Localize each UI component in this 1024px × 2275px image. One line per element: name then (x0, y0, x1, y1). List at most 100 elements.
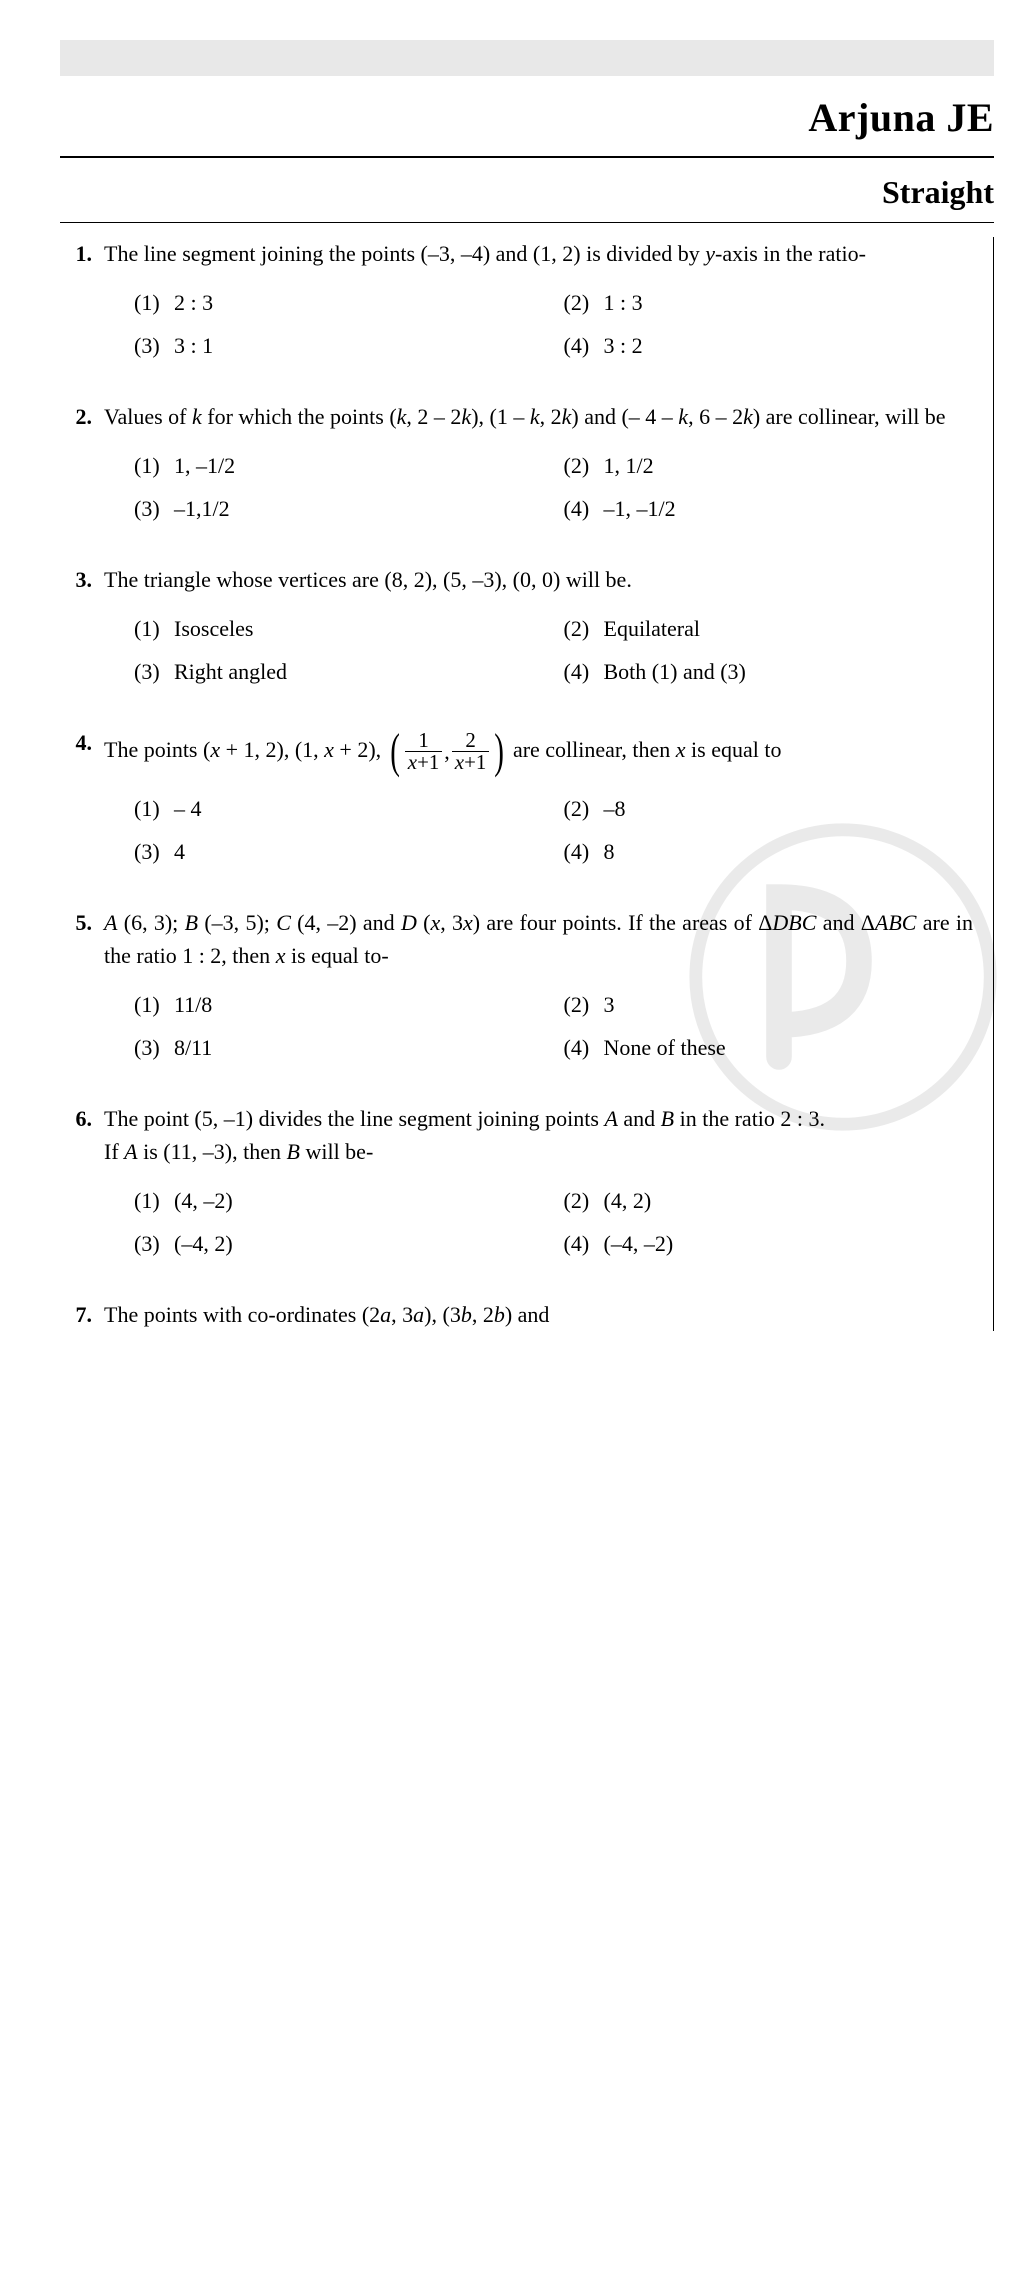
option-label: (1) (134, 612, 174, 645)
options-grid: (1)11/8 (2)3 (3)8/11 (4)None of these (104, 988, 973, 1064)
question-number: 6. (60, 1102, 104, 1260)
option-4: (4)–1, –1/2 (564, 492, 974, 525)
option-text: –1, –1/2 (604, 492, 676, 525)
option-label: (2) (564, 792, 604, 825)
t: ) are collinear, will be (753, 404, 946, 429)
divider-mid (60, 222, 994, 223)
option-label: (2) (564, 1184, 604, 1217)
option-label: (1) (134, 988, 174, 1021)
option-3: (3)8/11 (134, 1031, 544, 1064)
option-label: (4) (564, 1227, 604, 1260)
option-2: (2)Equilateral (564, 612, 974, 645)
option-text: –1,1/2 (174, 492, 230, 525)
stem-line-2: If A is (11, –3), then B will be- (104, 1135, 973, 1168)
option-label: (3) (134, 1031, 174, 1064)
var: k (397, 404, 407, 429)
option-3: (3)4 (134, 835, 544, 868)
question-body: The points (x + 1, 2), (1, x + 2), (1x+1… (104, 726, 973, 868)
option-4: (4)3 : 2 (564, 329, 974, 362)
question-number: 7. (60, 1298, 104, 1331)
questions-column: 1. The line segment joining the points (… (60, 237, 994, 1331)
numerator: 1 (405, 730, 443, 753)
question-1: 1. The line segment joining the points (… (60, 237, 973, 362)
text: The line segment joining the points (–3,… (104, 241, 705, 266)
option-text: 3 : 2 (604, 329, 643, 362)
var-x: x (210, 737, 220, 762)
var-y: y (705, 241, 715, 266)
divider-thick (60, 156, 994, 158)
question-stem: The line segment joining the points (–3,… (104, 237, 973, 270)
t: ) and (– 4 – (571, 404, 678, 429)
question-number: 1. (60, 237, 104, 362)
question-body: The line segment joining the points (–3,… (104, 237, 973, 362)
question-body: Values of k for which the points (k, 2 –… (104, 400, 973, 525)
option-3: (3)–1,1/2 (134, 492, 544, 525)
question-body: A (6, 3); B (–3, 5); C (4, –2) and D (x,… (104, 906, 973, 1064)
option-2: (2)3 (564, 988, 974, 1021)
question-stem: A (6, 3); B (–3, 5); C (4, –2) and D (x,… (104, 906, 973, 972)
option-text: 8 (604, 835, 615, 868)
options-grid: (1)2 : 3 (2)1 : 3 (3)3 : 1 (4)3 : 2 (104, 286, 973, 362)
option-text: 4 (174, 835, 185, 868)
t: + 1, 2), (1, (220, 737, 324, 762)
comma: , (444, 728, 450, 776)
var-x: x (324, 737, 334, 762)
option-text: None of these (604, 1031, 726, 1064)
t: is equal to (686, 737, 782, 762)
header-grey-bar (60, 40, 994, 76)
option-2: (2)–8 (564, 792, 974, 825)
denominator: x+1 (452, 752, 490, 774)
option-2: (2)1 : 3 (564, 286, 974, 319)
question-number: 5. (60, 906, 104, 1064)
option-label: (2) (564, 988, 604, 1021)
option-label: (3) (134, 1227, 174, 1260)
question-body: The triangle whose vertices are (8, 2), … (104, 563, 973, 688)
option-label: (3) (134, 655, 174, 688)
chapter-title: Straight (60, 168, 994, 216)
var-x: x (676, 737, 686, 762)
option-text: 3 : 1 (174, 329, 213, 362)
option-label: (2) (564, 286, 604, 319)
option-text: –8 (604, 792, 626, 825)
option-label: (2) (564, 612, 604, 645)
t: , 2 – 2 (406, 404, 461, 429)
denominator: x+1 (405, 752, 443, 774)
text: -axis in the ratio- (715, 241, 866, 266)
option-label: (4) (564, 835, 604, 868)
fraction-ordered-pair: (1x+1,2x+1) (387, 728, 508, 776)
page: Arjuna JE Straight 1. The line segment j… (0, 0, 1024, 1361)
question-stem: The points with co-ordinates (2a, 3a), (… (104, 1298, 973, 1331)
t: for which the points ( (202, 404, 397, 429)
numerator: 2 (452, 730, 490, 753)
option-text: 1 : 3 (604, 286, 643, 319)
option-text: (4, 2) (604, 1184, 652, 1217)
question-body: The points with co-ordinates (2a, 3a), (… (104, 1298, 973, 1331)
options-grid: (1)(4, –2) (2)(4, 2) (3)(–4, 2) (4)(–4, … (104, 1184, 973, 1260)
question-5: 5. A (6, 3); B (–3, 5); C (4, –2) and D … (60, 906, 973, 1064)
option-text: 11/8 (174, 988, 212, 1021)
t: are collinear, then (507, 737, 675, 762)
paren-right: ) (495, 733, 505, 772)
question-body: The point (5, –1) divides the line segme… (104, 1102, 973, 1260)
option-text: (4, –2) (174, 1184, 233, 1217)
t: + 2), (334, 737, 387, 762)
option-label: (2) (564, 449, 604, 482)
stem-line-1: The point (5, –1) divides the line segme… (104, 1102, 973, 1135)
option-text: 1, 1/2 (604, 449, 654, 482)
option-4: (4)(–4, –2) (564, 1227, 974, 1260)
option-3: (3)(–4, 2) (134, 1227, 544, 1260)
option-1: (1)1, –1/2 (134, 449, 544, 482)
question-stem: Values of k for which the points (k, 2 –… (104, 400, 973, 433)
option-label: (3) (134, 329, 174, 362)
question-stem: The triangle whose vertices are (8, 2), … (104, 563, 973, 596)
option-label: (3) (134, 492, 174, 525)
option-1: (1)– 4 (134, 792, 544, 825)
option-label: (4) (564, 329, 604, 362)
question-4: 4. The points (x + 1, 2), (1, x + 2), (1… (60, 726, 973, 868)
option-2: (2)(4, 2) (564, 1184, 974, 1217)
question-7: 7. The points with co-ordinates (2a, 3a)… (60, 1298, 973, 1331)
option-3: (3)3 : 1 (134, 329, 544, 362)
question-number: 2. (60, 400, 104, 525)
fraction-2: 2x+1 (452, 730, 490, 775)
t: ), (1 – (471, 404, 530, 429)
